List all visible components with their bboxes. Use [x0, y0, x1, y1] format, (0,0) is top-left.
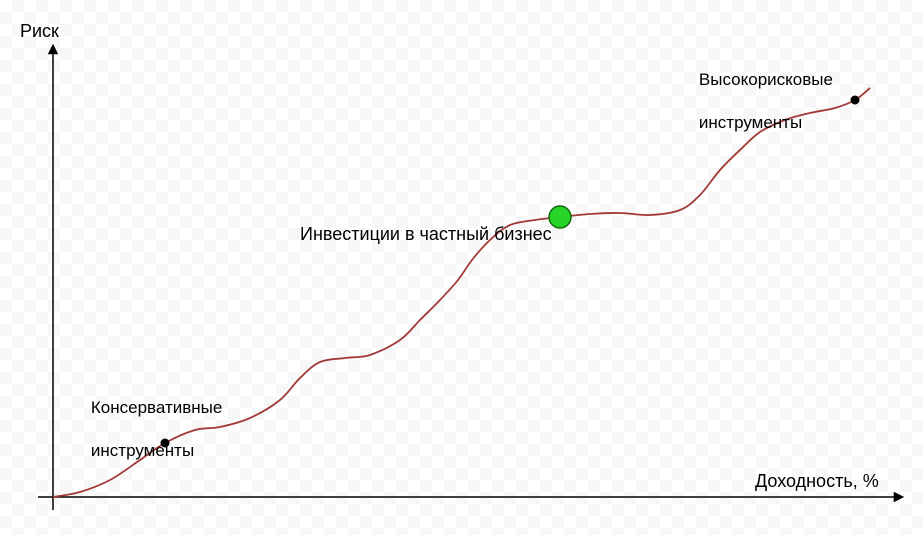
conservative-label-line2: инструменты [91, 441, 194, 460]
private-business-point [549, 206, 571, 228]
high-risk-label-line2: инструменты [699, 113, 802, 132]
high-risk-label-line1: Высокорисковые [699, 70, 833, 89]
high-risk-point [851, 96, 859, 104]
high-risk-label: Высокорисковые инструменты [680, 48, 833, 154]
private-business-label-line1: Инвестиции в частный бизнес [300, 224, 552, 244]
risk-return-chart: Риск Доходность, % Консервативные инстру… [0, 0, 923, 535]
private-business-label: Инвестиции в частный бизнес [280, 200, 552, 268]
x-axis-label: Доходность, % [755, 470, 879, 493]
conservative-label: Консервативные инструменты [72, 376, 222, 482]
conservative-label-line1: Консервативные [91, 398, 222, 417]
y-axis-label: Риск [20, 20, 59, 43]
